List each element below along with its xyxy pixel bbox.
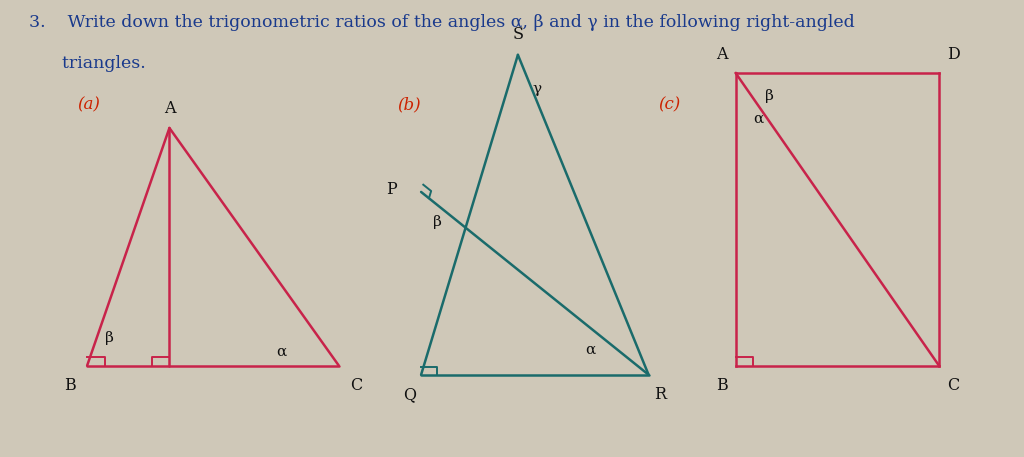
Text: β: β (433, 215, 441, 228)
Text: A: A (717, 46, 728, 63)
Text: R: R (654, 386, 667, 403)
Text: β: β (104, 331, 114, 345)
Text: Q: Q (403, 386, 416, 403)
Text: (b): (b) (397, 96, 421, 113)
Text: γ: γ (532, 82, 542, 96)
Text: A: A (164, 100, 175, 117)
Text: α: α (753, 112, 763, 126)
Text: B: B (63, 377, 76, 394)
Text: α: α (275, 345, 286, 359)
Text: B: B (716, 377, 728, 394)
Text: C: C (947, 377, 959, 394)
Text: C: C (350, 377, 362, 394)
Text: D: D (947, 46, 959, 63)
Text: α: α (586, 343, 596, 356)
Text: β: β (765, 89, 773, 103)
Text: (c): (c) (658, 96, 681, 113)
Text: triangles.: triangles. (29, 55, 145, 72)
Text: P: P (386, 181, 397, 198)
Text: 3.    Write down the trigonometric ratios of the angles α, β and γ in the follow: 3. Write down the trigonometric ratios o… (29, 14, 855, 31)
Text: (a): (a) (78, 96, 100, 113)
Text: S: S (512, 27, 523, 43)
